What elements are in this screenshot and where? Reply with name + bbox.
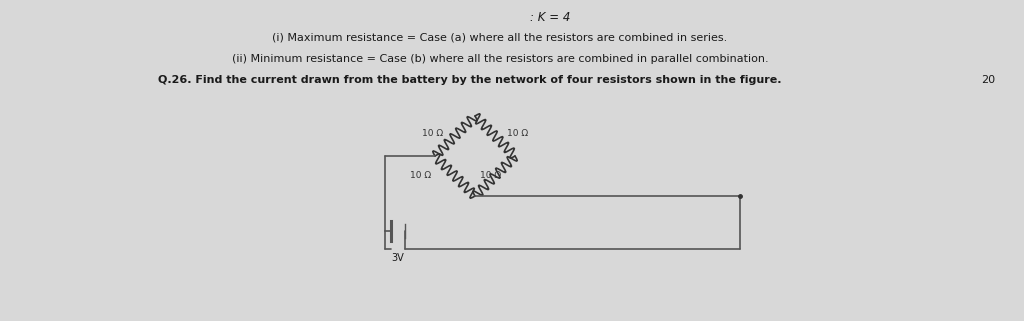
Text: 10 Ω: 10 Ω	[507, 129, 528, 138]
Text: (ii) Minimum resistance = Case (b) where all the resistors are combined in paral: (ii) Minimum resistance = Case (b) where…	[231, 54, 768, 64]
Text: Q.26. Find the current drawn from the battery by the network of four resistors s: Q.26. Find the current drawn from the ba…	[159, 75, 781, 85]
Text: 10 Ω: 10 Ω	[410, 171, 431, 180]
Text: 10 Ω: 10 Ω	[480, 171, 501, 180]
Text: (i) Maximum resistance = Case (a) where all the resistors are combined in series: (i) Maximum resistance = Case (a) where …	[272, 33, 728, 43]
Text: 20: 20	[981, 75, 995, 85]
Text: 10 Ω: 10 Ω	[422, 129, 443, 138]
Text: : K = 4: : K = 4	[529, 11, 570, 24]
Text: 3V: 3V	[391, 253, 404, 263]
